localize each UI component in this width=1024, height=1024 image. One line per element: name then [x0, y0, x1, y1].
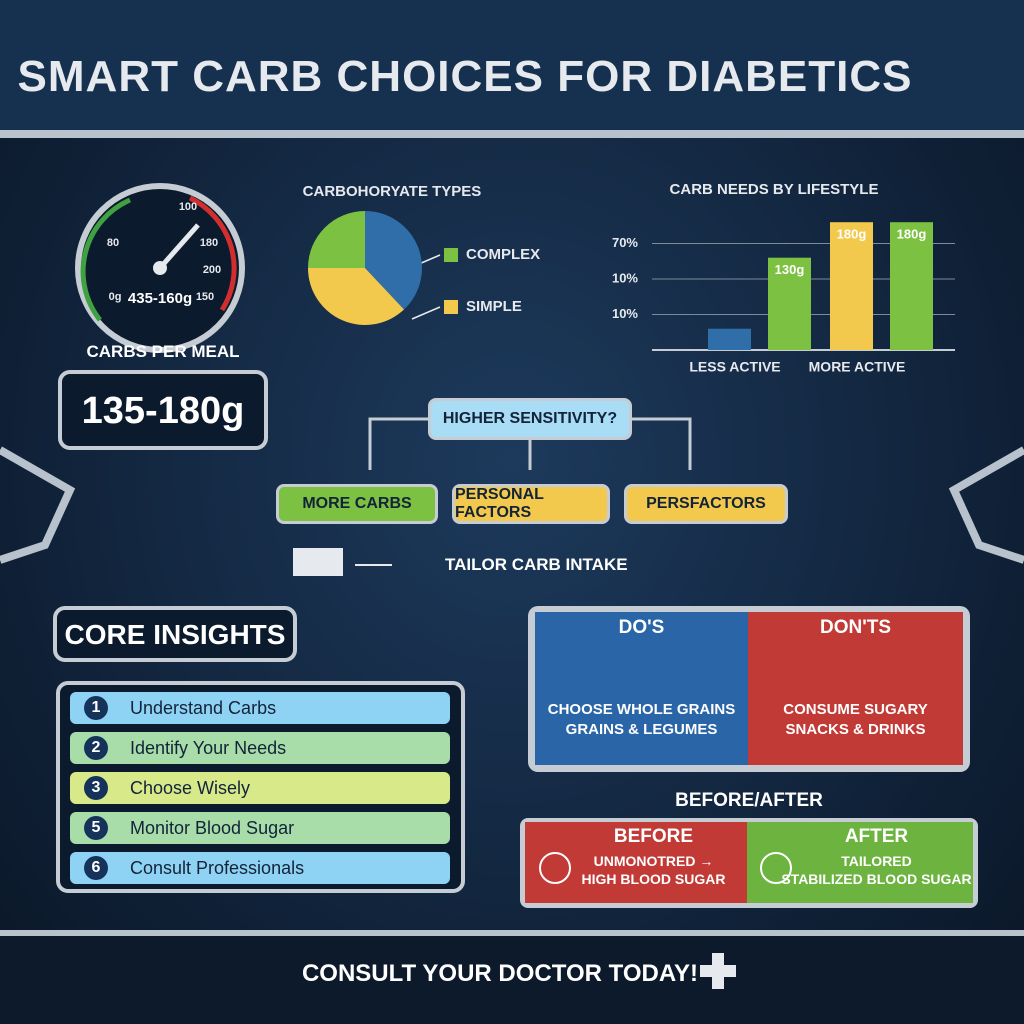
x-tick-label: LESS ACTIVE: [689, 359, 780, 375]
donts-panel: [748, 612, 963, 765]
donts-title: DON'TS: [819, 617, 892, 638]
flow-option-text: PERSFACTORS: [646, 495, 766, 512]
legend-swatch: [444, 248, 458, 262]
chart-title: CARBOHORYATE TYPES: [303, 183, 482, 200]
insight-text: Consult Professionals: [130, 857, 305, 878]
legend-swatch: [444, 300, 458, 314]
bar: [768, 257, 811, 350]
barcode-icon: [293, 548, 343, 576]
gauge-needle: [158, 223, 200, 270]
insight-number: 3: [84, 776, 108, 800]
bar-value-label: 180g: [897, 227, 927, 242]
pie-slice: [365, 211, 423, 310]
insight-text: Choose Wisely: [130, 777, 251, 798]
flow-arrows: [368, 417, 692, 470]
footer-rule: [0, 930, 1024, 936]
flow-option: PERSFACTORS: [624, 484, 788, 524]
insights-title-box: [53, 606, 297, 662]
donts-text: CONSUME SUGARY SNACKS & DRINKS: [783, 701, 928, 738]
insight-item: 5 Monitor Blood Sugar: [70, 812, 450, 844]
insight-number: 2: [84, 736, 108, 760]
after-title: AFTER: [844, 826, 909, 847]
header-rule: [0, 130, 1024, 138]
carb-range: 135-180g: [81, 390, 245, 432]
gauge-tick-label: 150: [196, 291, 214, 303]
insight-text: Understand Carbs: [130, 697, 277, 718]
side-decoration: [0, 446, 76, 564]
legend-label: SIMPLE: [466, 298, 522, 315]
after-text: TAILORED STABILIZED BLOOD SUGAR: [781, 853, 972, 887]
gauge-tick-label: 200: [203, 264, 221, 276]
insight-item: 3 Choose Wisely: [70, 772, 450, 804]
x-tick-label: MORE ACTIVE: [809, 359, 906, 375]
bar: [830, 222, 873, 350]
insight-item: 2 Identify Your Needs: [70, 732, 450, 764]
dos-title: DO'S: [618, 617, 665, 638]
flow-option-text: PERSONAL FACTORS: [455, 486, 544, 521]
gauge-tick-label: 0g: [109, 291, 122, 303]
gauge-tick-label: 180: [200, 237, 218, 249]
before-title: BEFORE: [613, 826, 694, 847]
bar-value-label: 180g: [837, 227, 867, 242]
insight-number: 6: [84, 856, 108, 880]
legend-label: COMPLEX: [466, 246, 540, 263]
flow-option: MORE CARBS: [276, 484, 438, 524]
y-tick-label: 10%: [612, 306, 638, 321]
flow-question: HIGHER SENSITIVITY?: [428, 398, 632, 440]
y-tick-label: 10%: [612, 270, 638, 285]
value-box: [58, 370, 268, 450]
y-tick-label: 70%: [612, 235, 638, 250]
gauge-arc: [188, 195, 237, 312]
flow-option-text: MORE CARBS: [302, 495, 412, 512]
bar: [890, 222, 933, 350]
insights-title: CORE INSIGHTS: [64, 619, 286, 650]
before-panel: [525, 822, 747, 903]
insight-item: 1 Understand Carbs: [70, 692, 450, 724]
dos-panel: [535, 612, 748, 765]
dos-text: CHOOSE WHOLE GRAINS GRAINS & LEGUMES: [547, 701, 736, 738]
gauge-label: CARBS PER MEAL: [86, 342, 240, 361]
chart-title: CARB NEEDS BY LIFESTYLE: [670, 181, 879, 198]
legend-leader: [411, 306, 441, 320]
footer-text: CONSULT YOUR DOCTOR TODAY!: [301, 960, 699, 987]
sad-face-icon: [539, 852, 571, 884]
gauge-arc: [80, 197, 131, 322]
after-panel: [747, 822, 973, 903]
medical-cross-icon: [700, 953, 736, 989]
title: SMART CARB CHOICES FOR DIABETICS: [17, 52, 913, 101]
happy-face-icon: [760, 852, 792, 884]
before-after-title: BEFORE/AFTER: [675, 790, 823, 811]
insight-number: 5: [84, 816, 108, 840]
header-band: [0, 0, 1024, 135]
flow-result: TAILOR CARB INTAKE: [445, 555, 628, 574]
bar: [708, 328, 751, 350]
gauge-readout: 435-160g: [127, 290, 193, 307]
footer-band: [0, 930, 1024, 1024]
pie-slice: [308, 211, 365, 268]
side-decoration: [948, 446, 1024, 564]
insight-item: 6 Consult Professionals: [70, 852, 450, 884]
before-text: UNMONOTRED → HIGH BLOOD SUGAR: [581, 853, 726, 887]
insight-text: Monitor Blood Sugar: [130, 817, 295, 838]
insight-number: 1: [84, 696, 108, 720]
gauge-tick-label: 100: [179, 201, 197, 213]
gauge-hub: [153, 261, 167, 275]
bar-value-label: 130g: [775, 262, 805, 277]
pie-slice: [308, 268, 405, 326]
insight-text: Identify Your Needs: [130, 737, 287, 758]
flow-question-text: HIGHER SENSITIVITY?: [442, 410, 618, 427]
gauge-tick-label: 80: [107, 237, 119, 249]
flow-option: PERSONAL FACTORS: [452, 484, 610, 524]
